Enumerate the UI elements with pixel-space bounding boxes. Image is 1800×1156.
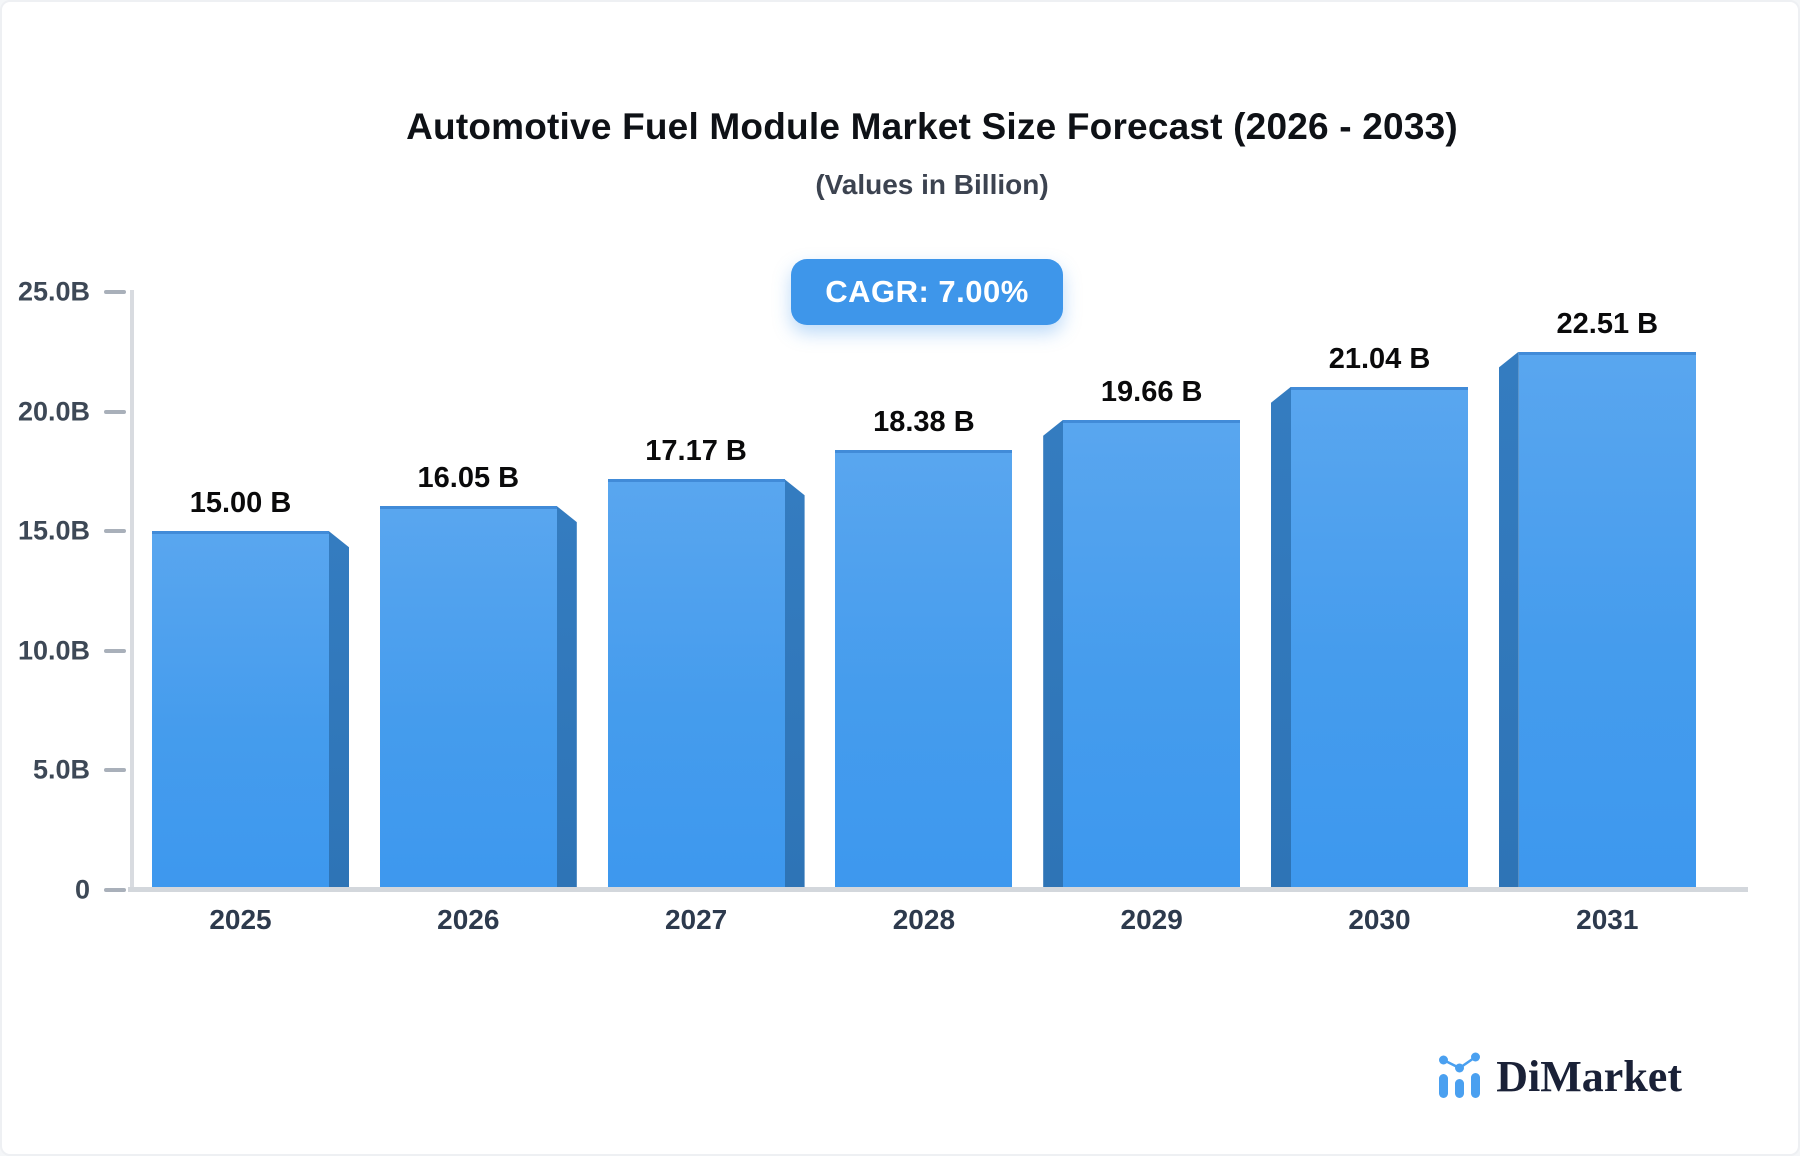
- bar-face[interactable]: [1518, 351, 1696, 890]
- bar-2028[interactable]: 18.38 B: [835, 406, 1013, 890]
- bar-chart-logo-icon: [1439, 1052, 1481, 1098]
- bar-2025[interactable]: 15.00 B: [152, 487, 349, 890]
- x-tick-label-2030: 2030: [1348, 904, 1411, 935]
- bar-2031[interactable]: 22.51 B: [1498, 308, 1696, 890]
- bar-face[interactable]: [607, 479, 785, 890]
- bar-value-label: 16.05 B: [417, 462, 520, 495]
- x-axis-line: [128, 887, 1748, 892]
- bar-value-label: 17.17 B: [645, 435, 747, 468]
- y-tick-label: 10.0B: [17, 635, 90, 666]
- bar-3d-side: [556, 506, 577, 890]
- y-tick-mark: [104, 290, 126, 294]
- cagr-badge: CAGR: 7.00%: [791, 259, 1063, 325]
- bar-value-label: 21.04 B: [1328, 342, 1431, 375]
- brand-logo: DiMarket: [1438, 1052, 1682, 1102]
- bar-3d-side: [1043, 419, 1064, 890]
- x-tick-label-2027: 2027: [664, 904, 728, 935]
- bar-3d-side: [1271, 386, 1291, 890]
- bar-face[interactable]: [379, 506, 557, 890]
- bar-3d-side: [1498, 351, 1519, 890]
- x-tick-label-2029: 2029: [1120, 904, 1183, 935]
- bar-3d-side: [329, 531, 349, 890]
- brand-name: DiMarket: [1496, 1052, 1682, 1102]
- bar-3d-side: [784, 479, 805, 890]
- y-tick-label: 15.0B: [17, 515, 90, 546]
- bar-2027[interactable]: 17.17 B: [607, 435, 805, 890]
- y-tick-mark: [104, 768, 126, 773]
- y-tick-label: 20.0B: [17, 396, 90, 427]
- y-tick-label: 25.0B: [17, 276, 90, 307]
- bar-face[interactable]: [1291, 386, 1468, 890]
- x-tick-label-2031: 2031: [1576, 904, 1639, 935]
- y-tick-mark: [104, 888, 126, 892]
- bar-2030[interactable]: 21.04 B: [1271, 343, 1468, 890]
- y-axis-line: [130, 290, 134, 890]
- x-tick-label-2026: 2026: [437, 904, 500, 935]
- y-tick-label: 0: [74, 874, 90, 905]
- y-tick-mark: [104, 529, 126, 534]
- bar-2029[interactable]: 19.66 B: [1043, 376, 1241, 890]
- cagr-badge-label: CAGR: 7.00%: [825, 274, 1029, 309]
- x-tick-label-2028: 2028: [892, 904, 956, 935]
- bar-value-label: 19.66 B: [1100, 375, 1203, 408]
- bar-2026[interactable]: 16.05 B: [379, 462, 577, 890]
- chart-subtitle: (Values in Billion): [815, 169, 1049, 200]
- y-tick-mark: [104, 409, 126, 414]
- y-tick-mark: [104, 648, 126, 653]
- x-tick-label-2025: 2025: [209, 904, 272, 935]
- bar-value-label: 15.00 B: [189, 487, 292, 520]
- y-tick-label: 5.0B: [32, 754, 90, 785]
- bar-face[interactable]: [835, 450, 1013, 890]
- bar-face[interactable]: [152, 531, 329, 890]
- bar-value-label: 18.38 B: [873, 406, 975, 439]
- chart-title: Automotive Fuel Module Market Size Forec…: [406, 106, 1458, 147]
- bar-face[interactable]: [1063, 419, 1241, 890]
- bar-value-label: 22.51 B: [1556, 307, 1659, 340]
